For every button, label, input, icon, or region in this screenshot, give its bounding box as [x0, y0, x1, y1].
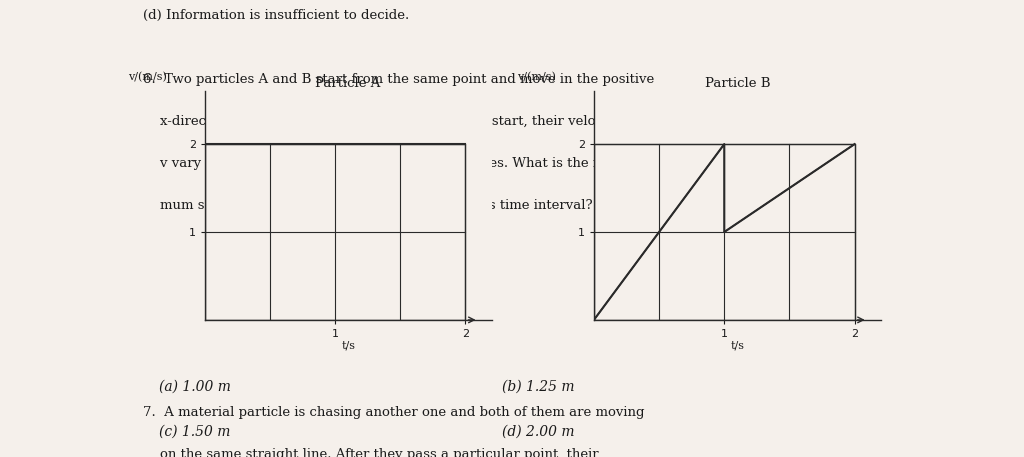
Text: (c) 1.50 m: (c) 1.50 m [159, 425, 230, 439]
Y-axis label: v/(m/s): v/(m/s) [128, 72, 167, 82]
Text: x-direction. In a time interval of 2.00 s after they start, their velocities: x-direction. In a time interval of 2.00 … [143, 115, 631, 128]
Y-axis label: v/(m/s): v/(m/s) [517, 72, 556, 82]
X-axis label: t/s: t/s [730, 340, 744, 351]
Title: Particle B: Particle B [705, 77, 770, 90]
Text: mum separation between the particles during this time interval?: mum separation between the particles dur… [143, 199, 593, 212]
Bar [594, 144, 855, 320]
Title: Particle A: Particle A [315, 77, 381, 90]
Bar [205, 144, 466, 320]
Text: (d) 2.00 m: (d) 2.00 m [502, 425, 574, 439]
Text: (a) 1.00 m: (a) 1.00 m [159, 379, 230, 393]
Text: on the same straight line. After they pass a particular point, their: on the same straight line. After they pa… [143, 448, 599, 457]
X-axis label: t/s: t/s [341, 340, 355, 351]
Text: (b) 1.25 m: (b) 1.25 m [502, 379, 574, 393]
Text: 6.  Two particles A and B start from the same point and move in the positive: 6. Two particles A and B start from the … [143, 73, 654, 86]
Text: 7.  A material particle is chasing another one and both of them are moving: 7. A material particle is chasing anothe… [143, 406, 645, 419]
Text: v vary with time t as shown in the following figures. What is the maxi-: v vary with time t as shown in the follo… [143, 157, 630, 170]
Text: (d) Information is insufficient to decide.: (d) Information is insufficient to decid… [143, 9, 410, 22]
